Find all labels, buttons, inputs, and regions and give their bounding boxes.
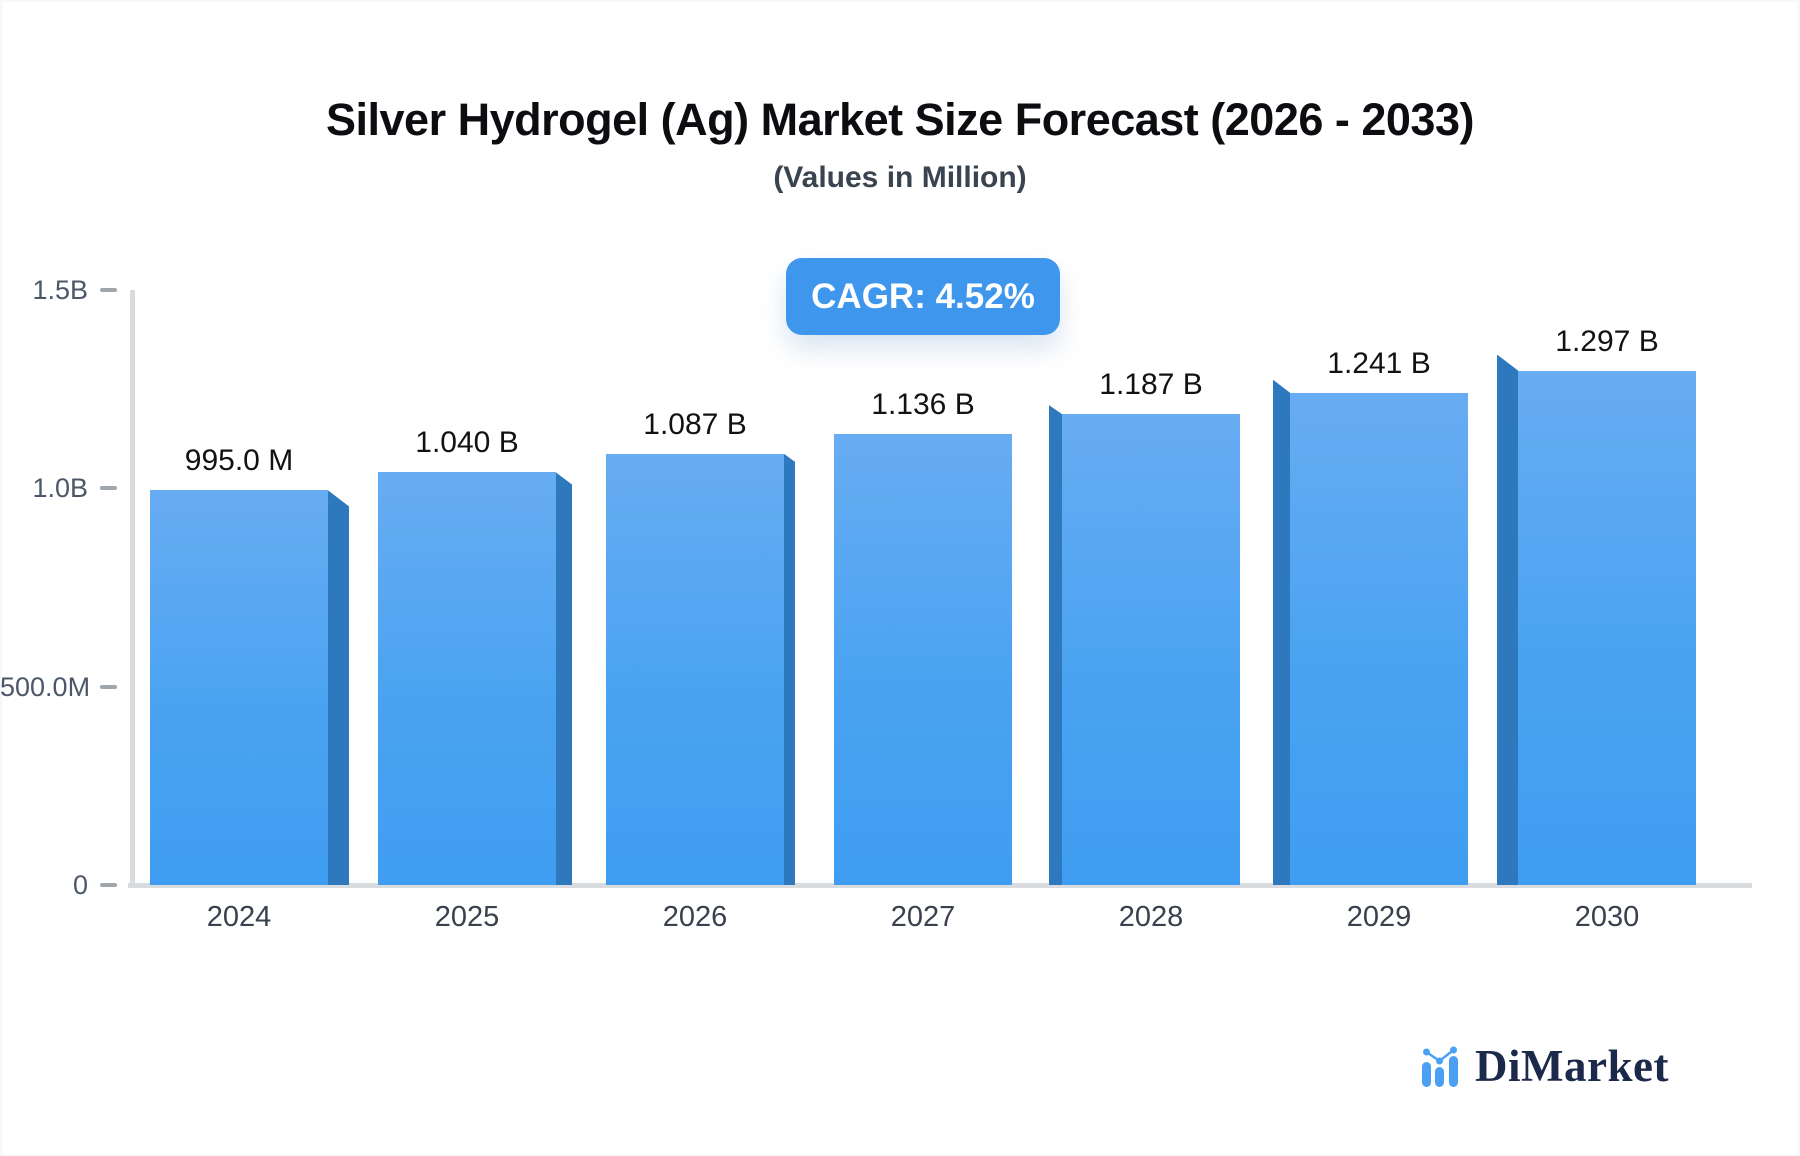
y-tick-dash <box>100 288 117 292</box>
mini-bar-chart-icon <box>1422 1046 1458 1087</box>
x-tick-label: 2025 <box>434 901 500 933</box>
bar-front-face <box>1290 392 1468 885</box>
bar-2024[interactable] <box>150 490 349 885</box>
x-axis-line <box>128 883 1752 888</box>
bar-2026[interactable] <box>606 453 795 885</box>
bar-value-label: 1.297 B <box>1555 324 1659 358</box>
y-tick-label: 0 <box>72 870 88 900</box>
bar-front-face <box>1518 370 1696 885</box>
bar-value-label: 1.040 B <box>415 426 519 460</box>
page-title: Silver Hydrogel (Ag) Market Size Forecas… <box>326 94 1474 145</box>
bar-front-face <box>378 472 556 885</box>
page-subtitle: (Values in Million) <box>773 161 1027 194</box>
bar-value-label: 1.187 B <box>1099 368 1203 402</box>
x-tick-label: 2028 <box>1118 901 1184 933</box>
y-axis-line <box>130 290 135 888</box>
bar-side-face <box>556 472 572 885</box>
bar-front-face <box>1062 414 1240 885</box>
bar-value-label: 1.241 B <box>1327 346 1431 380</box>
y-tick-dash <box>100 486 117 491</box>
x-tick-label: 2024 <box>206 901 272 933</box>
bar-2027[interactable] <box>834 434 1012 885</box>
bar-side-face <box>784 453 795 885</box>
y-tick-label: 1.0B <box>32 473 88 504</box>
brand-logo: DiMarket <box>1420 1040 1669 1092</box>
bar-front-face <box>150 490 328 885</box>
y-tick-dash <box>100 883 117 887</box>
bar-2030[interactable] <box>1497 354 1696 885</box>
bar-value-label: 995.0 M <box>184 444 294 478</box>
y-tick-dash <box>100 684 117 689</box>
bar-side-face <box>1273 379 1290 885</box>
x-tick-label: 2027 <box>890 901 956 933</box>
x-tick-label: 2029 <box>1346 901 1412 933</box>
x-tick-label: 2030 <box>1574 901 1640 933</box>
x-tick-label: 2026 <box>662 901 728 933</box>
bar-2029[interactable] <box>1273 379 1468 885</box>
bar-value-label: 1.087 B <box>643 407 747 441</box>
bar-2025[interactable] <box>378 472 572 885</box>
bar-front-face <box>834 434 1012 885</box>
bar-2028[interactable] <box>1049 405 1240 885</box>
bar-side-face <box>1497 354 1518 885</box>
bar-front-face <box>606 453 784 885</box>
bar-value-label: 1.136 B <box>871 388 975 422</box>
brand-name: DiMarket <box>1475 1041 1669 1091</box>
bar-side-face <box>328 490 349 885</box>
y-tick-label: 500.0M <box>0 671 91 702</box>
cagr-badge: CAGR: 4.52% <box>786 258 1060 335</box>
bar-side-face <box>1049 405 1062 885</box>
y-tick-label: 1.5B <box>32 275 88 305</box>
